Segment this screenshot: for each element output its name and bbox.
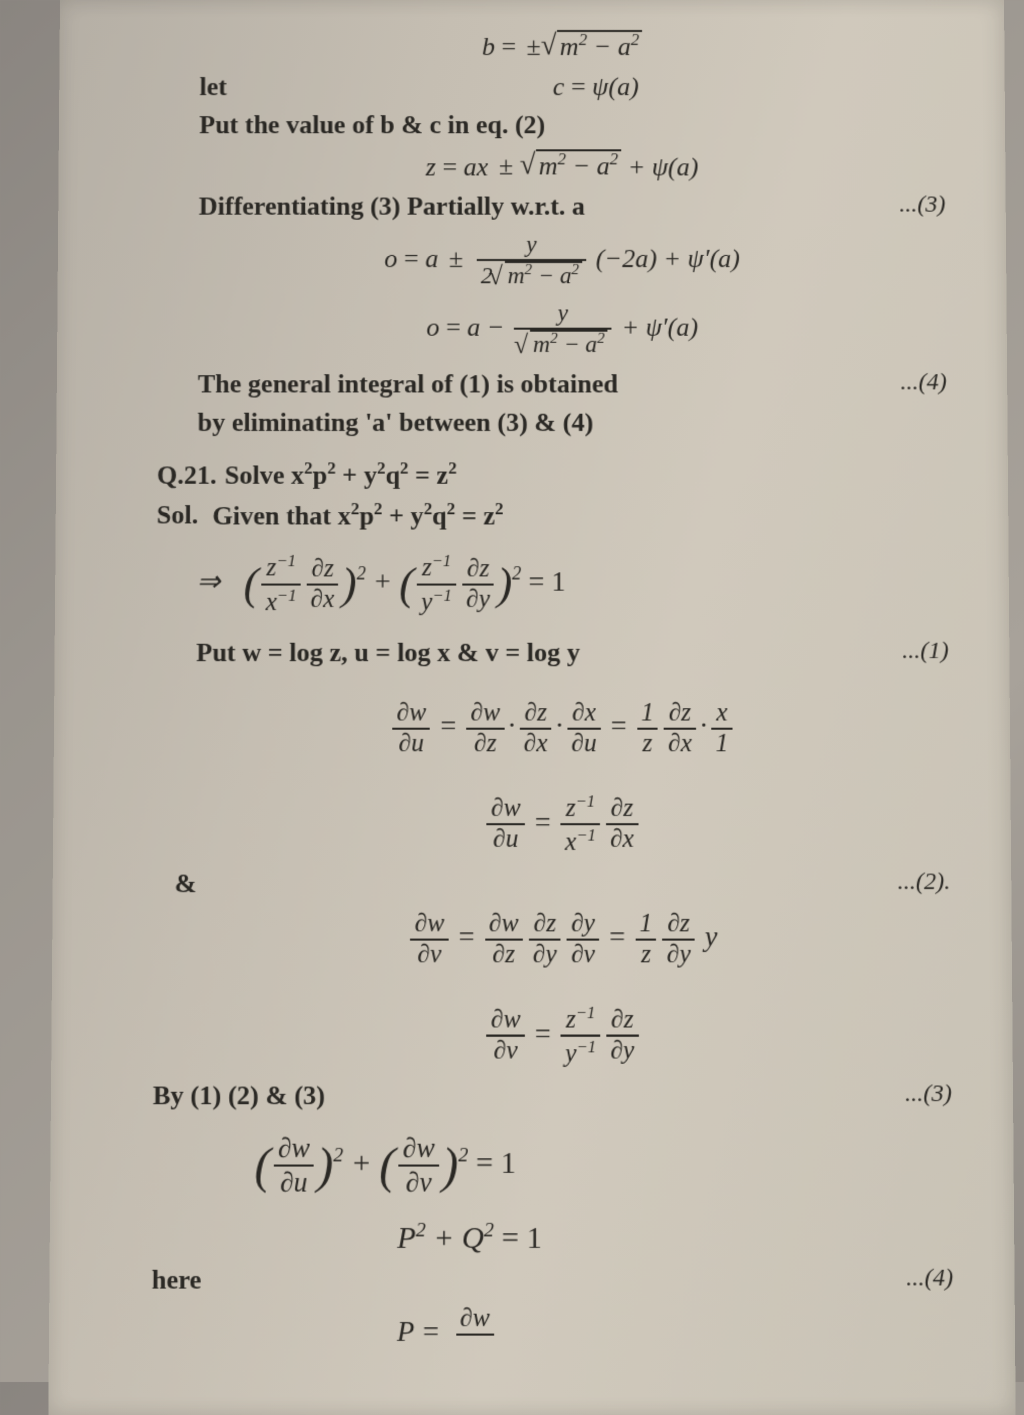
- eq-number-r3: ...(3): [905, 1080, 952, 1108]
- equation-c-line: let c = ψ(a): [159, 72, 964, 102]
- result-v: ∂w∂v = z−1y−1∂z∂y: [153, 1002, 972, 1069]
- equation-squared-sum: (∂w∂u)2 + (∂w∂v)2 = 1: [152, 1132, 973, 1199]
- chain-rule-v: ∂w∂v = ∂w∂z∂z∂y∂y∂v = 1z∂z∂y y: [154, 909, 972, 969]
- by-statement: By (1) (2) & (3) ...(3): [153, 1080, 973, 1111]
- result-u: ∂w∂u = z−1x−1∂z∂x: [154, 791, 970, 858]
- equation-o2: o = a − y m2 − a2 + ψ′(a): [158, 300, 967, 358]
- statement-put-value: Put the value of b & c in eq. (2): [159, 110, 965, 140]
- eq-number-1: ...(1): [902, 638, 949, 666]
- pq-equation: P2 + Q2 = 1: [152, 1219, 974, 1256]
- textbook-page: b = ±m2 − a2 let c = ψ(a) Put the value …: [48, 0, 1015, 1415]
- question-label: Q.21.: [157, 460, 217, 490]
- equation-z: z = ax ± m2 − a2 + ψ(a): [159, 150, 966, 182]
- p-definition: P = ∂w: [151, 1304, 974, 1365]
- question-21: Q.21. Solve x2p2 + y2q2 = z2: [157, 458, 968, 490]
- here-label: here ...(4): [152, 1264, 974, 1295]
- eq-number-4: ...(4): [900, 369, 946, 396]
- ampersand-separator: & ...(2).: [154, 868, 971, 899]
- let-label: let: [199, 72, 227, 102]
- eq-number-2: ...(2).: [897, 868, 950, 896]
- solution-start: Sol. Given that x2p2 + y2q2 = z2: [157, 499, 968, 531]
- solution-label: Sol.: [157, 500, 199, 531]
- equation-b: b = ±m2 − a2: [160, 30, 965, 62]
- eq-lhs: b: [482, 32, 495, 61]
- statement-general-integral: The general integral of (1) is obtained …: [157, 369, 967, 399]
- equation-o1: o = a ± y 2m2 − a2 (−2a) + ψ′(a): [158, 232, 966, 290]
- substitution-statement: Put w = log z, u = log x & v = log y ...…: [156, 638, 969, 669]
- statement-differentiating: Differentiating (3) Partially w.r.t. a .…: [159, 192, 966, 222]
- eq-number-3: ...(3): [899, 192, 945, 219]
- chain-rule-u: ∂w∂u = ∂w∂z·∂z∂x·∂x∂u = 1z∂z∂x·x1: [155, 699, 970, 758]
- equation-implied: ⇒ (z−1x−1∂z∂x)2 + (z−1y−1∂z∂y)2 = 1: [156, 551, 969, 617]
- statement-eliminating: by eliminating 'a' between (3) & (4): [157, 408, 967, 438]
- eq-number-r4: ...(4): [906, 1264, 953, 1292]
